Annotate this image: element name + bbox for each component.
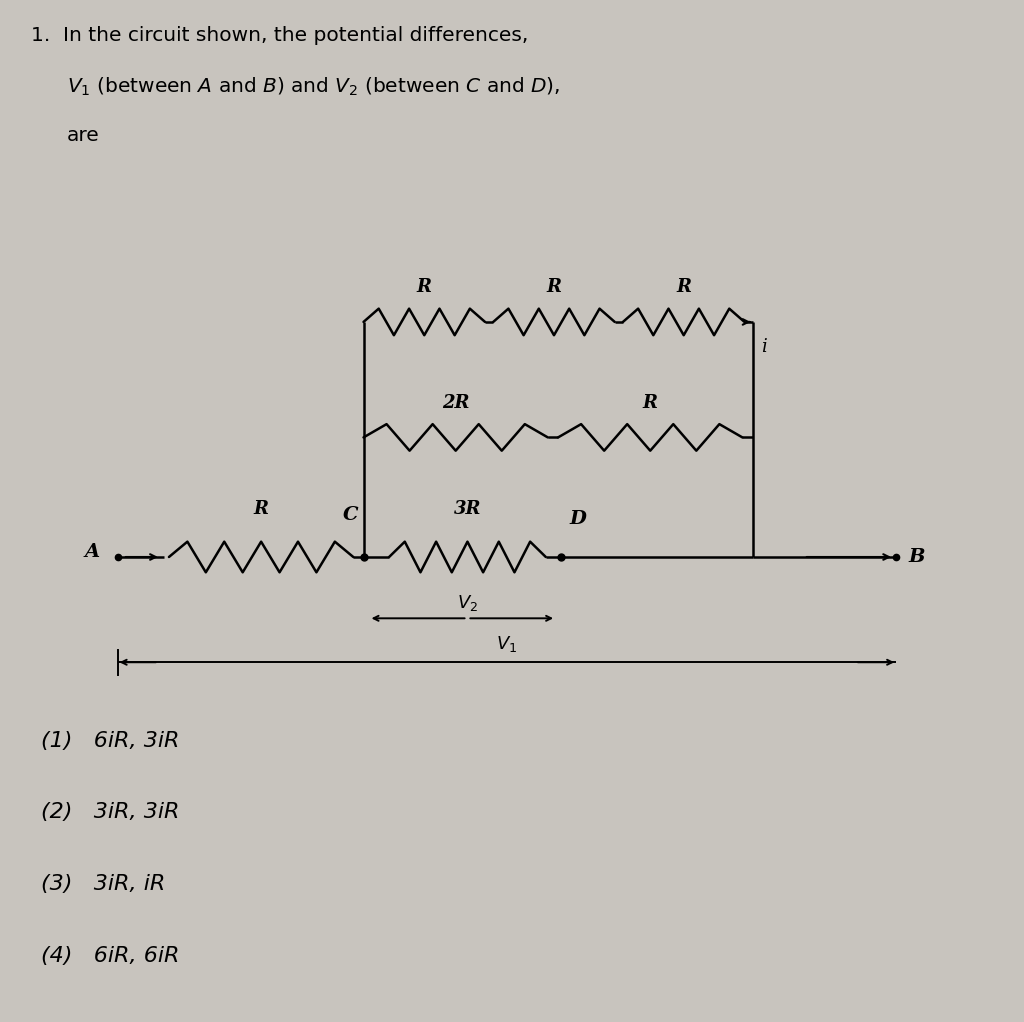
Text: R: R: [676, 278, 691, 296]
Text: 2R: 2R: [442, 393, 469, 412]
Text: R: R: [643, 393, 657, 412]
Text: (4)   6iR, 6iR: (4) 6iR, 6iR: [41, 945, 179, 966]
Text: (1)   6iR, 3iR: (1) 6iR, 3iR: [41, 731, 179, 751]
Text: 1.  In the circuit shown, the potential differences,: 1. In the circuit shown, the potential d…: [31, 26, 528, 45]
Text: R: R: [547, 278, 561, 296]
Text: B: B: [908, 548, 925, 566]
Text: R: R: [254, 500, 268, 518]
Text: A: A: [84, 543, 99, 561]
Text: (3)   3iR, iR: (3) 3iR, iR: [41, 874, 165, 894]
Text: i: i: [761, 338, 767, 357]
Text: C: C: [343, 506, 358, 524]
Text: R: R: [417, 278, 432, 296]
Text: 3R: 3R: [454, 500, 481, 518]
Text: are: are: [67, 126, 99, 145]
Text: $V_1$: $V_1$: [497, 634, 517, 654]
Text: $V_1$ (between $A$ and $B$) and $V_2$ (between $C$ and $D$),: $V_1$ (between $A$ and $B$) and $V_2$ (b…: [67, 76, 560, 98]
Text: (2)   3iR, 3iR: (2) 3iR, 3iR: [41, 802, 179, 823]
Text: D: D: [569, 510, 586, 528]
Text: $V_2$: $V_2$: [457, 593, 478, 613]
